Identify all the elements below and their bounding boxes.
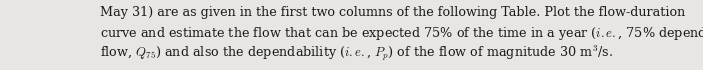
Text: May 31) are as given in the first two columns of the following Table. Plot the f: May 31) are as given in the first two co…: [100, 6, 685, 19]
Text: curve and estimate the flow that can be expected 75% of the time in a year ($i.e: curve and estimate the flow that can be …: [100, 25, 703, 42]
Text: flow, $Q_{75}$) and also the dependability ($i.e.$, $P_p$) of the flow of magnit: flow, $Q_{75}$) and also the dependabili…: [100, 44, 613, 63]
